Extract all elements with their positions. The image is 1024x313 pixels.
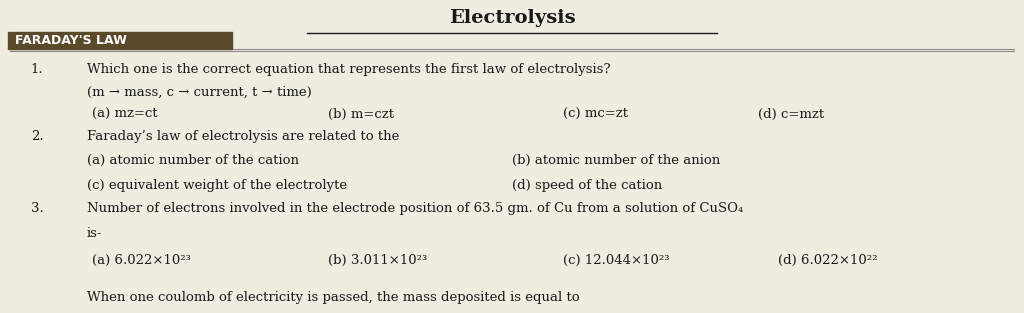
Text: When one coulomb of electricity is passed, the mass deposited is equal to: When one coulomb of electricity is passe…: [87, 291, 580, 304]
Text: (a) atomic number of the cation: (a) atomic number of the cation: [87, 154, 299, 167]
Text: (d) c=mzt: (d) c=mzt: [758, 108, 824, 121]
Text: (d) 6.022×10²²: (d) 6.022×10²²: [778, 254, 878, 267]
Text: (b) 3.011×10²³: (b) 3.011×10²³: [328, 254, 427, 267]
Text: (a) mz=ct: (a) mz=ct: [92, 108, 158, 121]
Text: Which one is the correct equation that represents the first law of electrolysis?: Which one is the correct equation that r…: [87, 63, 610, 76]
Text: (c) equivalent weight of the electrolyte: (c) equivalent weight of the electrolyte: [87, 179, 347, 192]
Text: 1.: 1.: [31, 63, 43, 76]
Text: FARADAY'S LAW: FARADAY'S LAW: [15, 33, 127, 47]
Text: (b) atomic number of the anion: (b) atomic number of the anion: [512, 154, 720, 167]
Text: (a) 6.022×10²³: (a) 6.022×10²³: [92, 254, 191, 267]
Text: 3.: 3.: [31, 202, 43, 215]
Text: (d) speed of the cation: (d) speed of the cation: [512, 179, 663, 192]
Text: (b) m=czt: (b) m=czt: [328, 108, 393, 121]
Text: Electrolysis: Electrolysis: [449, 9, 575, 28]
Text: Number of electrons involved in the electrode position of 63.5 gm. of Cu from a : Number of electrons involved in the elec…: [87, 202, 743, 215]
Text: (c) 12.044×10²³: (c) 12.044×10²³: [563, 254, 670, 267]
Text: (m → mass, c → current, t → time): (m → mass, c → current, t → time): [87, 86, 311, 99]
Text: 2.: 2.: [31, 130, 43, 143]
Text: Faraday’s law of electrolysis are related to the: Faraday’s law of electrolysis are relate…: [87, 130, 399, 143]
Text: is-: is-: [87, 227, 102, 240]
Text: (c) mc=zt: (c) mc=zt: [563, 108, 628, 121]
FancyBboxPatch shape: [8, 32, 232, 49]
